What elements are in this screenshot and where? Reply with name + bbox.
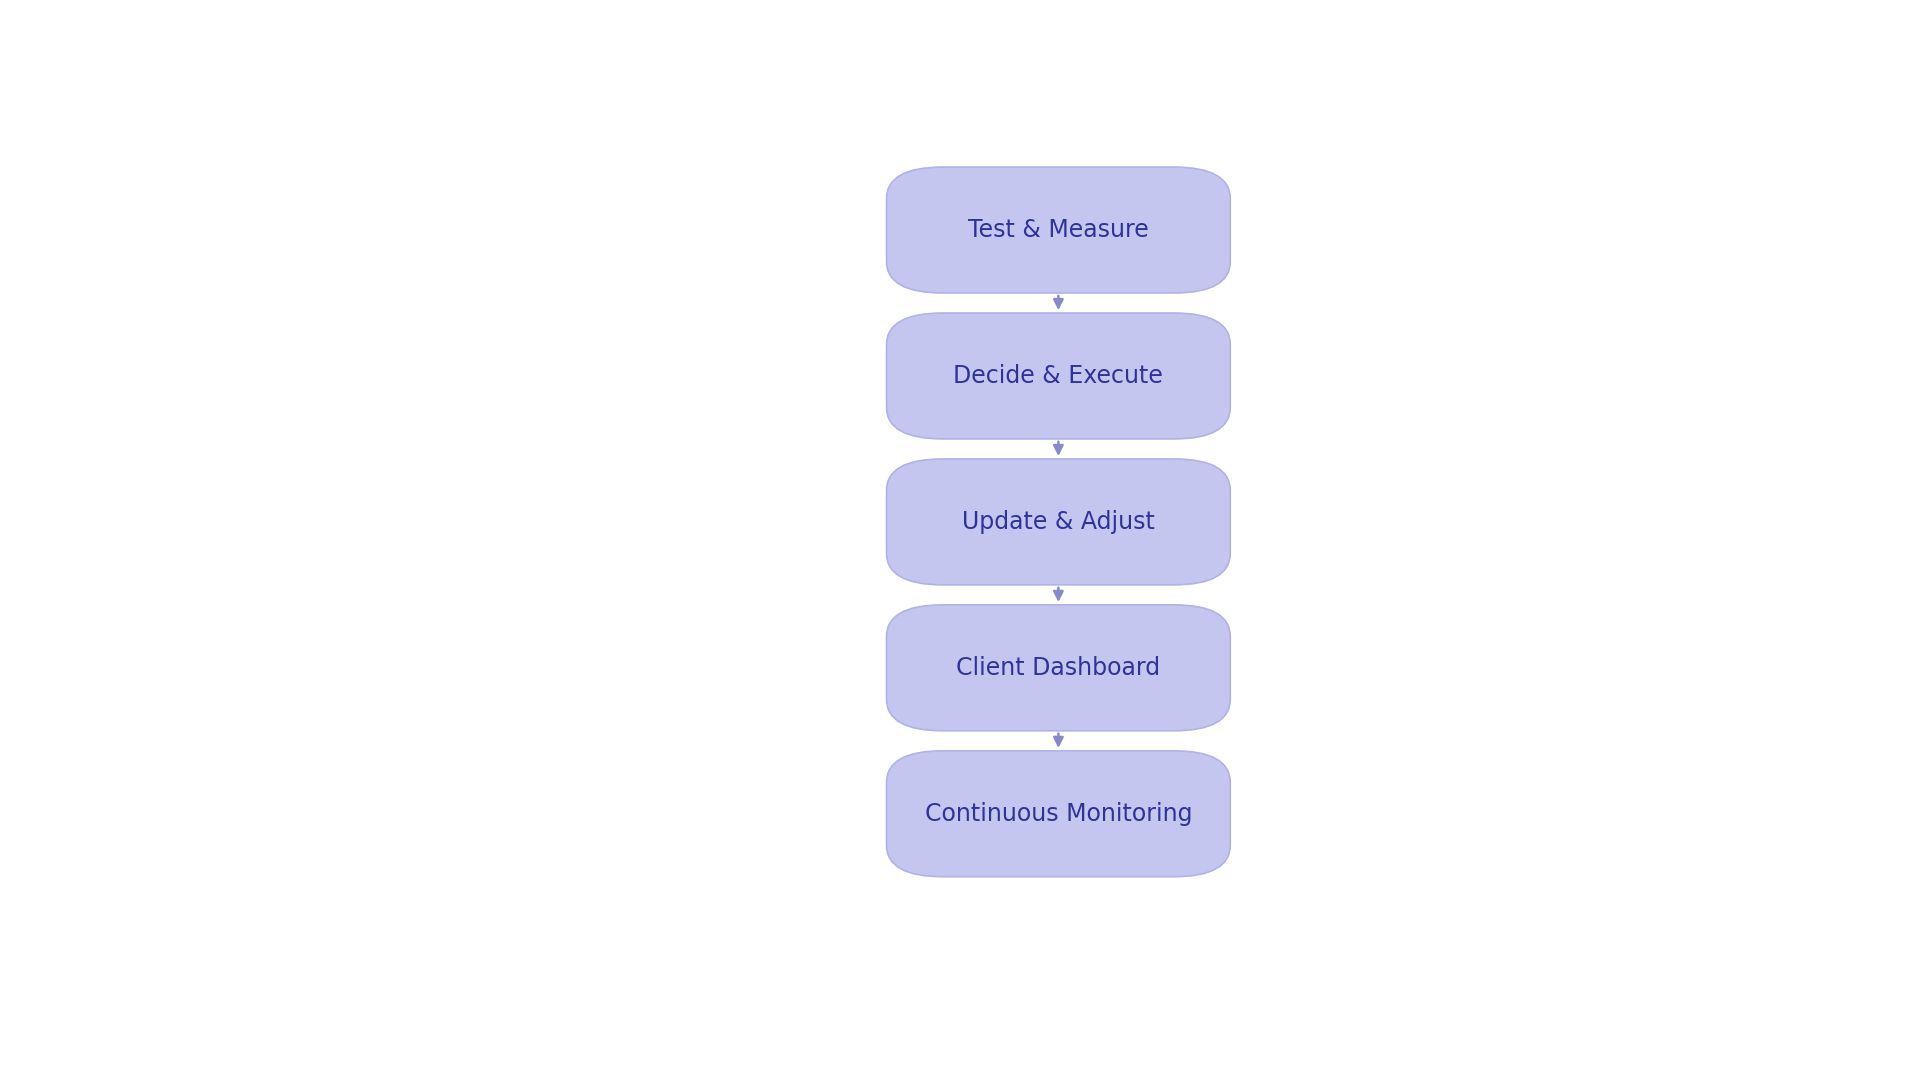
- Text: Test & Measure: Test & Measure: [968, 218, 1148, 242]
- FancyBboxPatch shape: [887, 313, 1231, 439]
- Text: Decide & Execute: Decide & Execute: [954, 364, 1164, 388]
- Text: Client Dashboard: Client Dashboard: [956, 656, 1160, 680]
- FancyBboxPatch shape: [887, 459, 1231, 585]
- Text: Update & Adjust: Update & Adjust: [962, 510, 1154, 534]
- FancyBboxPatch shape: [887, 751, 1231, 877]
- FancyBboxPatch shape: [887, 605, 1231, 731]
- Text: Continuous Monitoring: Continuous Monitoring: [925, 801, 1192, 825]
- FancyBboxPatch shape: [887, 167, 1231, 293]
